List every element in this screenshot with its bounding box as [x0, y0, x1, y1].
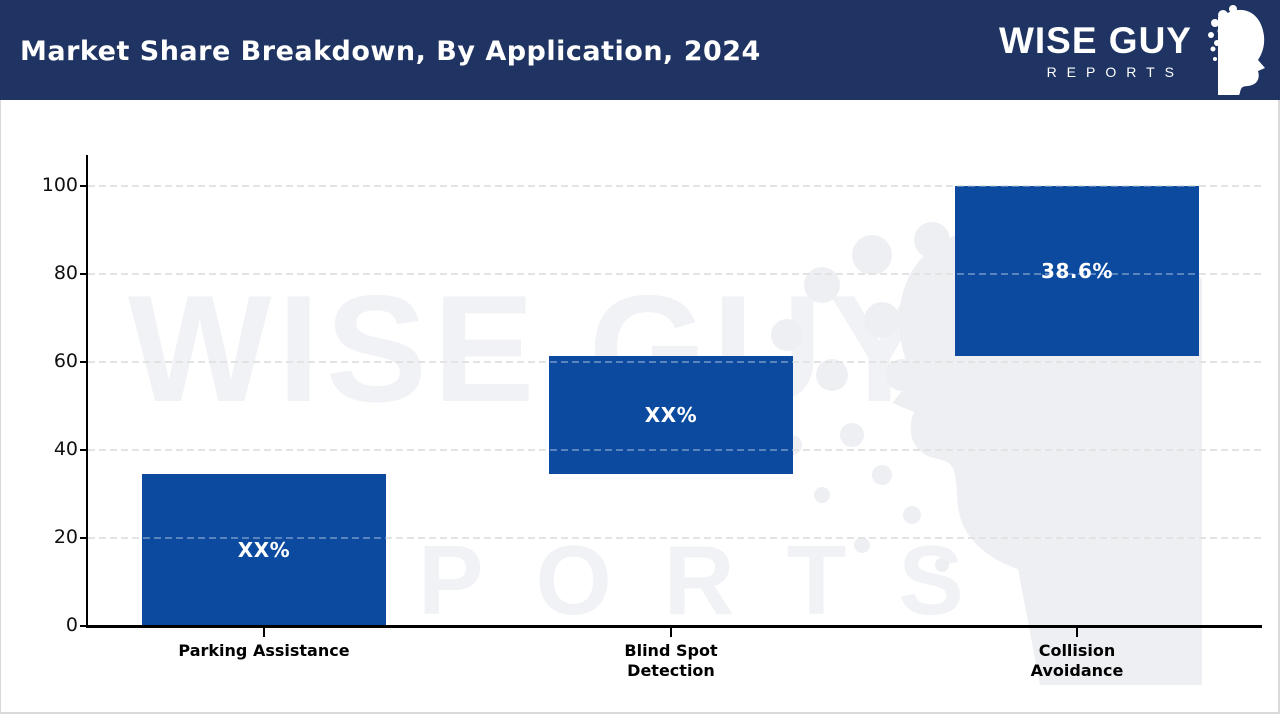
y-tick-label: 40: [53, 437, 78, 460]
bar-value-label: XX%: [644, 402, 698, 427]
x-category-label: Collision Avoidance: [947, 641, 1207, 681]
gridline: [88, 184, 1262, 187]
logo-brand-text: WISE GUY: [998, 20, 1192, 61]
bar: XX%: [142, 474, 386, 626]
x-category-label-line: Avoidance: [1030, 661, 1124, 680]
gridline-overlay: [88, 448, 1262, 451]
dotted-face-profile-icon: [1208, 5, 1265, 95]
x-axis-line: [86, 625, 1262, 628]
y-tick-label: 80: [53, 261, 78, 284]
y-tick-label: 60: [53, 349, 78, 372]
y-tick-label: 100: [41, 173, 78, 196]
x-tick-mark: [1076, 628, 1078, 637]
y-tick-mark: [80, 360, 88, 363]
x-tick-mark: [263, 628, 265, 637]
x-category-label: Blind Spot Detection: [541, 641, 801, 681]
bar: XX%: [549, 355, 793, 475]
y-tick-mark: [80, 184, 88, 187]
y-tick-mark: [80, 625, 88, 627]
page-title: Market Share Breakdown, By Application, …: [20, 36, 761, 67]
y-tick-mark: [80, 448, 88, 451]
y-tick-mark: [80, 272, 88, 275]
watermark-brand-text: WISE GUY: [128, 264, 937, 434]
gridline-overlay: [88, 536, 1262, 539]
gridline: [88, 272, 1262, 275]
wise-guy-logo: WISE GUY REPORTS: [999, 0, 1270, 100]
y-tick-label: 0: [65, 614, 78, 636]
bar-value-label: 38.6%: [1041, 258, 1113, 283]
x-category-label-line: Detection: [627, 661, 715, 680]
x-category-label-line: Collision: [1038, 641, 1116, 660]
x-category-label-line: Parking Assistance: [178, 641, 350, 660]
y-tick-label: 20: [53, 525, 78, 548]
bar-value-label: XX%: [237, 538, 291, 563]
x-category-label-line: Blind Spot: [624, 641, 718, 660]
left-border: [0, 100, 1, 714]
gridline-overlay: [88, 360, 1262, 363]
y-tick-mark: [80, 536, 88, 539]
right-border: [1278, 100, 1280, 714]
logo-reports-text: REPORTS: [1046, 64, 1184, 80]
y-axis-line: [86, 155, 88, 628]
header-banner: Market Share Breakdown, By Application, …: [0, 0, 1280, 100]
gridline: [88, 536, 1262, 539]
gridline-overlay: [88, 184, 1262, 187]
x-category-label: Parking Assistance: [134, 641, 394, 661]
x-tick-mark: [670, 628, 672, 637]
bar: 38.6%: [955, 185, 1199, 356]
gridline-overlay: [88, 272, 1262, 275]
bottom-border: [0, 712, 1280, 714]
